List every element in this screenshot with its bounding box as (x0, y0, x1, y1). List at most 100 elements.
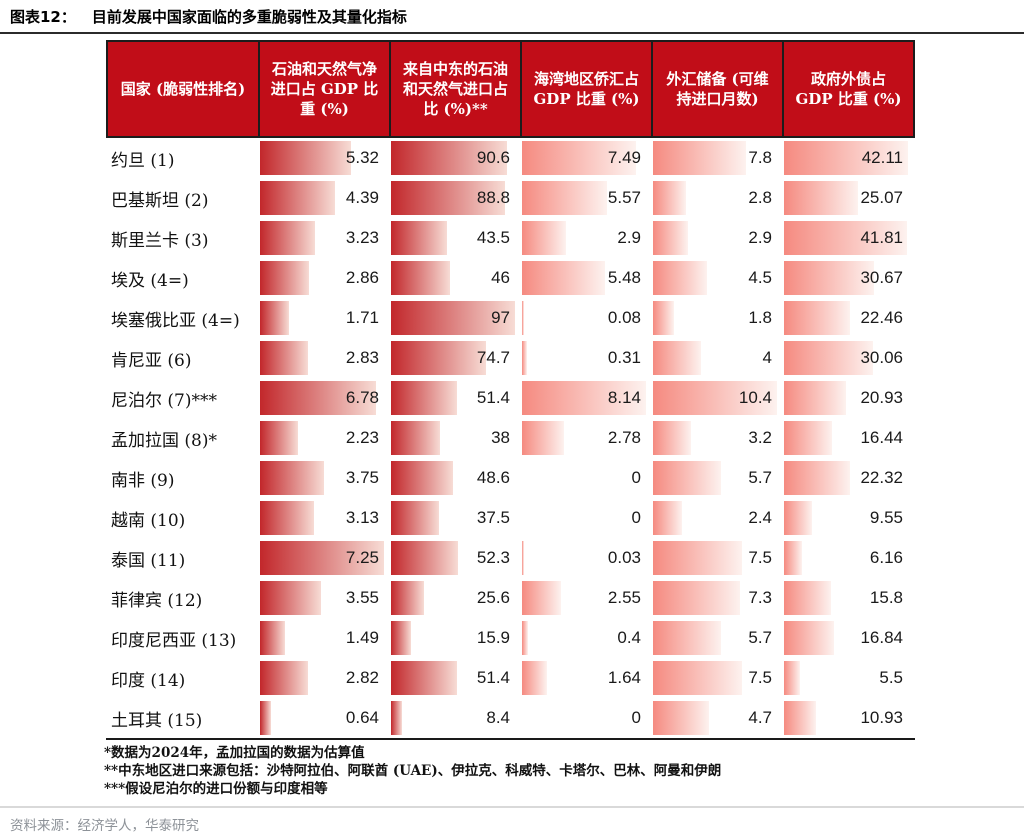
value-text: 0 (631, 708, 641, 727)
data-bar (653, 461, 721, 495)
data-bar (653, 701, 710, 735)
data-bar (653, 221, 688, 255)
value-cell-gov-external-debt-gdp: 22.46 (782, 298, 913, 338)
country-cell: 孟加拉国 (8)* (111, 430, 217, 451)
value-cell-oil-gas-net-import-gdp: 4.39 (258, 178, 389, 218)
data-bar (784, 421, 833, 455)
value-cell-oil-gas-net-import-gdp: 3.55 (258, 578, 389, 618)
value-text: 0.31 (607, 348, 641, 367)
data-bar (522, 621, 529, 655)
table-row: 印度尼西亚 (13) 1.49 15.9 0.4 5.7 16.84 (106, 618, 915, 658)
value-cell-gov-external-debt-gdp: 10.93 (782, 698, 913, 738)
value-cell-fx-reserves-months: 2.4 (651, 498, 782, 538)
value-text: 88.8 (476, 188, 510, 207)
value-cell-oil-gas-net-import-gdp: 2.23 (258, 418, 389, 458)
data-bar (784, 701, 817, 735)
data-bar (260, 501, 314, 535)
data-bar (391, 461, 454, 495)
value-cell-gov-external-debt-gdp: 30.67 (782, 258, 913, 298)
value-cell-gulf-remittances-gdp: 5.48 (520, 258, 651, 298)
data-bar (260, 621, 286, 655)
value-cell-oil-gas-net-import-gdp: 1.49 (258, 618, 389, 658)
data-bar (391, 301, 515, 335)
value-cell-fx-reserves-months: 4.7 (651, 698, 782, 738)
value-text: 10.4 (738, 388, 772, 407)
value-text: 15.9 (476, 628, 510, 647)
value-text: 1.8 (748, 308, 772, 327)
value-text: 2.9 (748, 228, 772, 247)
table-row: 土耳其 (15) 0.64 8.4 0 4.7 10.93 (106, 698, 915, 738)
value-cell-middle-east-import-share: 48.6 (389, 458, 520, 498)
value-cell-middle-east-import-share: 43.5 (389, 218, 520, 258)
value-text: 38 (491, 428, 510, 447)
value-cell-fx-reserves-months: 1.8 (651, 298, 782, 338)
value-text: 90.6 (476, 148, 510, 167)
value-text: 46 (491, 268, 510, 287)
data-bar (391, 421, 440, 455)
data-bar (653, 381, 777, 415)
value-text: 3.75 (345, 468, 379, 487)
data-bar (260, 461, 325, 495)
value-text: 8.4 (486, 708, 510, 727)
value-cell-gulf-remittances-gdp: 2.55 (520, 578, 651, 618)
value-text: 52.3 (476, 548, 510, 567)
value-cell-gulf-remittances-gdp: 5.57 (520, 178, 651, 218)
value-text: 5.57 (607, 188, 641, 207)
value-cell-middle-east-import-share: 46 (389, 258, 520, 298)
data-bar (784, 301, 851, 335)
value-cell-gulf-remittances-gdp: 8.14 (520, 378, 651, 418)
column-header-gov-external-debt-gdp: 政府外债占 GDP 比重 (%) (782, 42, 913, 136)
value-text: 1.64 (607, 668, 641, 687)
data-bar (391, 501, 439, 535)
country-cell: 南非 (9) (111, 470, 175, 491)
data-bar (391, 181, 505, 215)
value-text: 2.78 (607, 428, 641, 447)
table-row: 肯尼亚 (6) 2.83 74.7 0.31 4 30.06 (106, 338, 915, 378)
value-cell-gov-external-debt-gdp: 6.16 (782, 538, 913, 578)
table-row: 孟加拉国 (8)* 2.23 38 2.78 3.2 16.44 (106, 418, 915, 458)
data-bar (784, 541, 803, 575)
value-text: 2.83 (345, 348, 379, 367)
table-row: 印度 (14) 2.82 51.4 1.64 7.5 5.5 (106, 658, 915, 698)
value-cell-gov-external-debt-gdp: 9.55 (782, 498, 913, 538)
source-line: 资料来源：经济学人，华泰研究 (10, 818, 199, 834)
value-text: 2.23 (345, 428, 379, 447)
value-text: 0.4 (617, 628, 641, 647)
table-row: 埃及 (4=) 2.86 46 5.48 4.5 30.67 (106, 258, 915, 298)
footnote-1: *数据为2024年，孟加拉国的数据为估算值 (104, 745, 365, 761)
column-header-country: 国家 (脆弱性排名) (120, 80, 246, 98)
value-text: 42.11 (861, 148, 903, 167)
value-text: 30.06 (860, 348, 903, 367)
value-text: 7.49 (607, 148, 641, 167)
value-cell-oil-gas-net-import-gdp: 7.25 (258, 538, 389, 578)
value-text: 4 (762, 348, 772, 367)
value-text: 5.7 (748, 468, 772, 487)
value-text: 7.8 (748, 148, 772, 167)
table-row: 约旦 (1) 5.32 90.6 7.49 7.8 42.11 (106, 138, 915, 178)
value-cell-gov-external-debt-gdp: 15.8 (782, 578, 913, 618)
value-cell-gulf-remittances-gdp: 7.49 (520, 138, 651, 178)
country-cell: 埃塞俄比亚 (4=) (111, 310, 240, 331)
data-bar (391, 341, 487, 375)
footnote-2: **中东地区进口来源包括：沙特阿拉伯、阿联酋 (UAE)、伊拉克、科威特、卡塔尔… (104, 763, 722, 779)
data-bar (784, 581, 831, 615)
data-bar (784, 381, 846, 415)
country-cell: 菲律宾 (12) (111, 590, 203, 611)
value-cell-middle-east-import-share: 38 (389, 418, 520, 458)
value-text: 25.07 (860, 188, 903, 207)
value-cell-gulf-remittances-gdp: 0 (520, 698, 651, 738)
table-row: 越南 (10) 3.13 37.5 0 2.4 9.55 (106, 498, 915, 538)
value-cell-oil-gas-net-import-gdp: 0.64 (258, 698, 389, 738)
data-bar (522, 661, 547, 695)
value-cell-fx-reserves-months: 5.7 (651, 618, 782, 658)
data-bar (522, 261, 606, 295)
data-bar (260, 181, 336, 215)
data-bar (260, 221, 316, 255)
data-bar (522, 581, 561, 615)
value-text: 30.67 (860, 268, 903, 287)
value-cell-middle-east-import-share: 8.4 (389, 698, 520, 738)
value-cell-gov-external-debt-gdp: 30.06 (782, 338, 913, 378)
value-text: 20.93 (860, 388, 903, 407)
value-text: 22.32 (860, 468, 903, 487)
table-row: 斯里兰卡 (3) 3.23 43.5 2.9 2.9 41.81 (106, 218, 915, 258)
